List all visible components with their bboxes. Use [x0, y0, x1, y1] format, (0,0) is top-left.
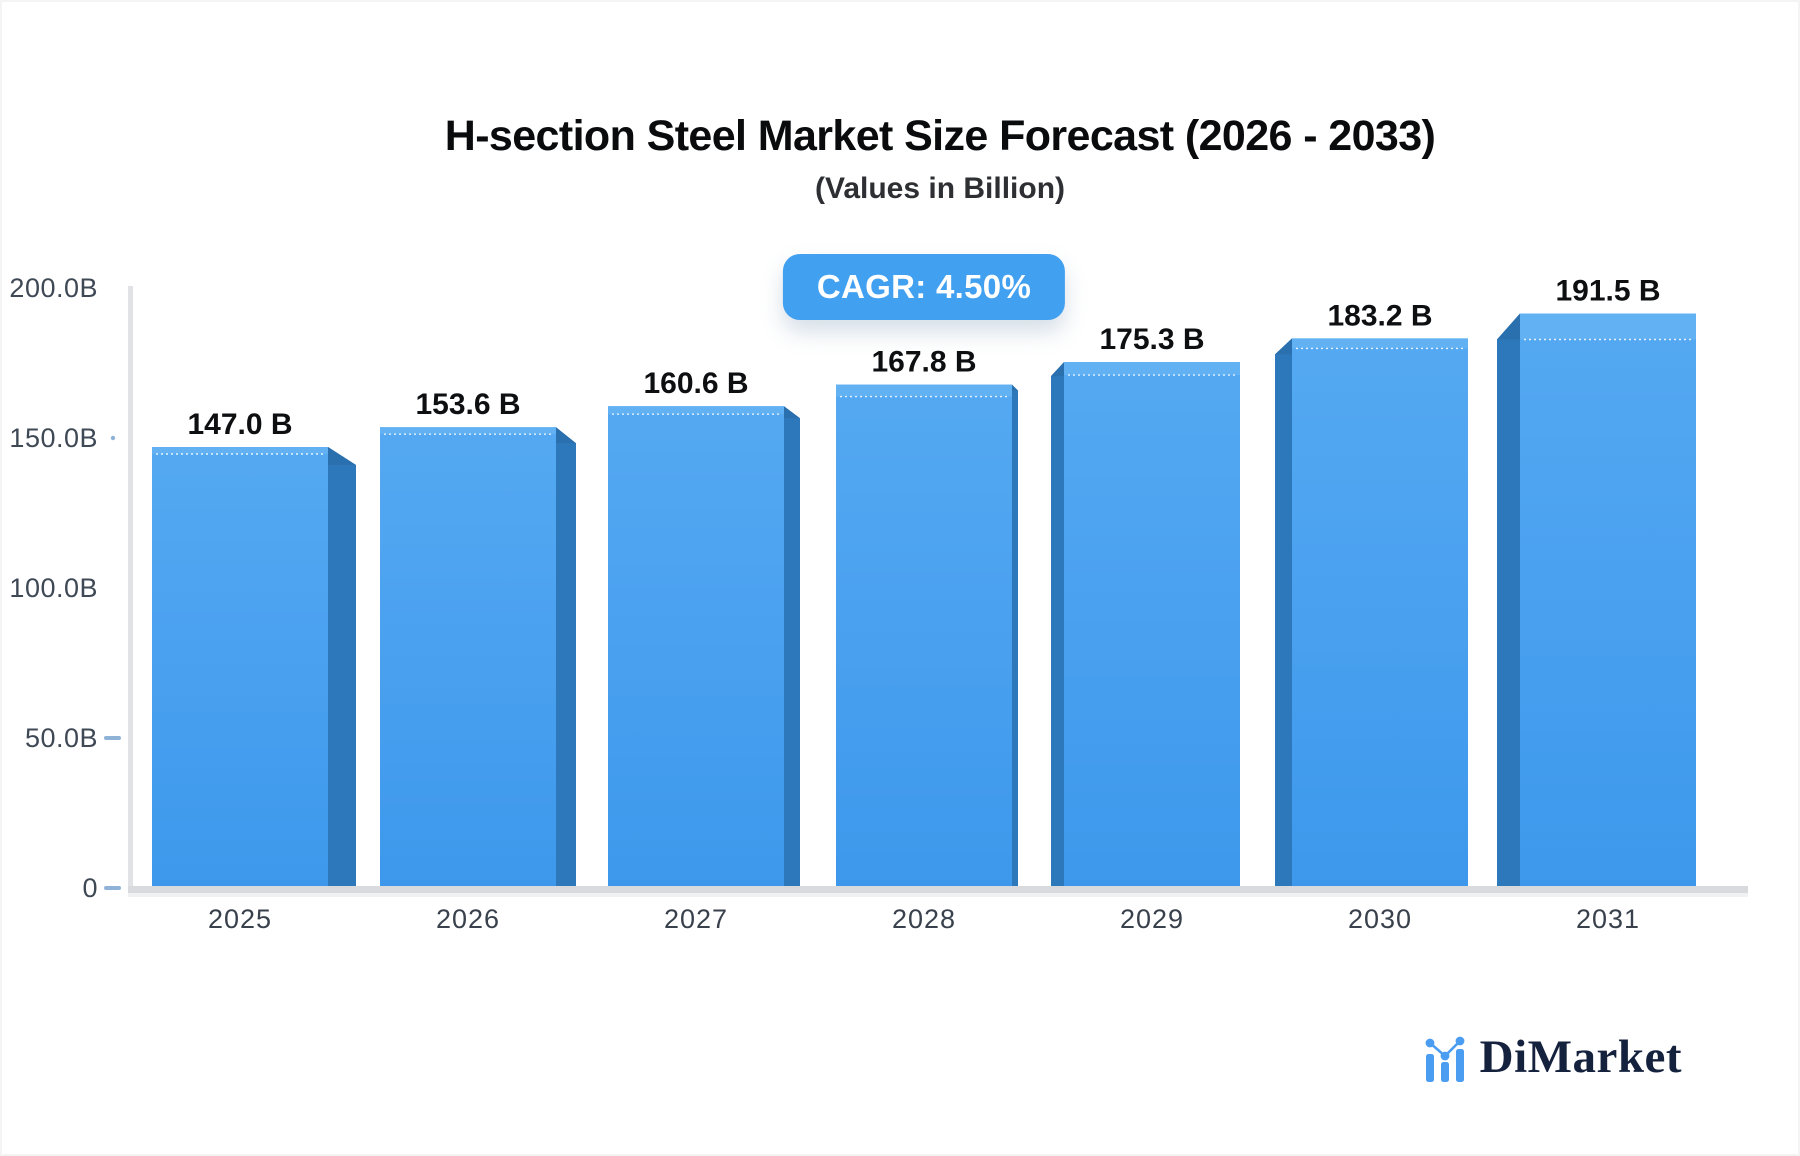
- y-axis-label-50.0B: 50.0B: [25, 723, 98, 753]
- bar-2026: [380, 427, 556, 888]
- y-axis-line: [128, 286, 133, 890]
- bar-value-label-2026: 153.6 B: [415, 388, 520, 421]
- bar-value-label-2028: 167.8 B: [871, 346, 976, 379]
- bar-side-2026: [556, 427, 576, 888]
- bar-chamfer-2026: [556, 427, 576, 444]
- x-axis-label-2025: 2025: [208, 904, 272, 934]
- bar-2031: [1520, 313, 1696, 888]
- cagr-badge: CAGR: 4.50%: [782, 254, 1066, 320]
- bar-top-face-2027: [608, 406, 784, 415]
- x-axis-label-2028: 2028: [892, 904, 956, 934]
- bar-chamfer-2031: [1497, 313, 1520, 340]
- y-axis-label-200.0B: 200.0B: [9, 273, 98, 303]
- chart-title: H-section Steel Market Size Forecast (20…: [444, 112, 1436, 160]
- bar-chamfer-2025: [328, 447, 356, 465]
- bar-side-2025: [328, 447, 356, 888]
- bar-value-label-2031: 191.5 B: [1555, 275, 1660, 308]
- bar-side-2029: [1051, 362, 1064, 889]
- bar-side-2027: [784, 406, 800, 888]
- x-axis-label-2030: 2030: [1348, 904, 1412, 934]
- dimarket-logo-icon: [1425, 1036, 1465, 1082]
- bar-side-2030: [1275, 338, 1292, 888]
- bar-chamfer-2027: [784, 406, 800, 419]
- bar-top-face-2028: [836, 384, 1012, 397]
- x-axis-baseline: [128, 886, 1748, 893]
- y-axis-label-150.0B: 150.0B: [9, 423, 98, 453]
- chart-subtitle: (Values in Billion): [814, 172, 1066, 205]
- x-axis-label-2027: 2027: [664, 904, 728, 934]
- dimarket-logo-text: DiMarket: [1479, 1031, 1682, 1083]
- dimarket-logo: DiMarket: [1424, 1030, 1682, 1084]
- bar-2029: [1064, 362, 1240, 889]
- x-axis-label-2029: 2029: [1120, 904, 1184, 934]
- bar-chamfer-2029: [1051, 362, 1064, 377]
- y-tick-dash-50.0B: [104, 736, 121, 740]
- x-axis-label-2031: 2031: [1576, 904, 1640, 934]
- bar-chamfer-2028: [1012, 384, 1018, 391]
- bar-top-face-2029: [1064, 362, 1240, 376]
- y-tick-dot-150.0B: [110, 435, 116, 441]
- bar-side-2031: [1497, 313, 1520, 888]
- bar-top-face-2030: [1292, 338, 1468, 349]
- bar-2028: [836, 384, 1012, 888]
- bar-value-label-2030: 183.2 B: [1327, 299, 1432, 332]
- bar-value-label-2027: 160.6 B: [643, 367, 748, 400]
- bar-value-label-2029: 175.3 B: [1099, 323, 1204, 356]
- y-axis-label-0: 0: [82, 873, 98, 903]
- x-axis-label-2026: 2026: [436, 904, 500, 934]
- bar-2025: [152, 447, 328, 888]
- bar-2030: [1292, 338, 1468, 888]
- bar-top-face-2026: [380, 427, 556, 435]
- y-axis-label-100.0B: 100.0B: [9, 573, 98, 603]
- x-axis-baseline-shadow: [128, 893, 1748, 897]
- bar-top-face-2031: [1520, 313, 1696, 340]
- bar-chamfer-2030: [1275, 338, 1292, 355]
- bar-side-2028: [1012, 384, 1018, 888]
- bar-top-face-2025: [152, 447, 328, 454]
- bar-2027: [608, 406, 784, 888]
- y-tick-dash-0: [104, 886, 121, 890]
- bar-value-label-2025: 147.0 B: [187, 408, 292, 441]
